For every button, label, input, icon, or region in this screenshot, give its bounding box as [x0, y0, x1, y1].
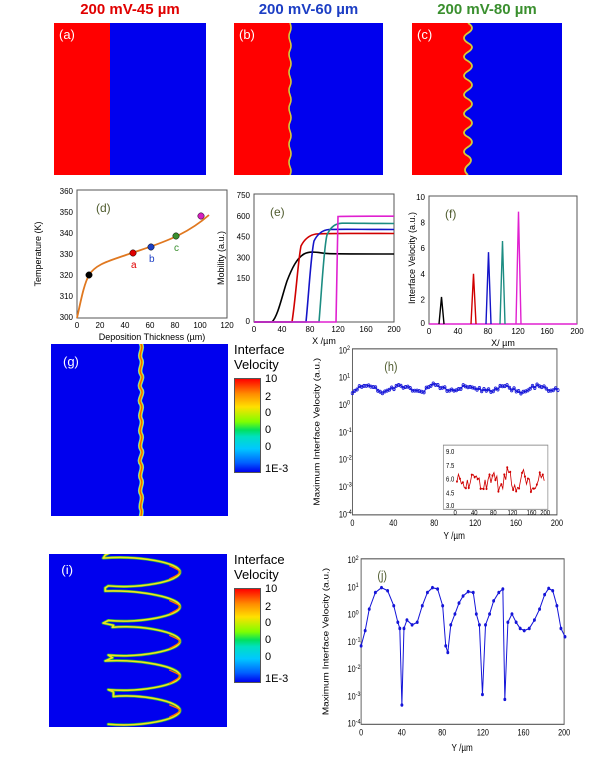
svg-text:Y /µm: Y /µm — [452, 742, 473, 753]
svg-text:10: 10 — [416, 193, 425, 202]
svg-text:120: 120 — [469, 518, 482, 528]
svg-text:200: 200 — [570, 327, 584, 336]
svg-text:80: 80 — [438, 728, 446, 738]
svg-text:-2: -2 — [356, 665, 361, 672]
svg-text:Y /µm: Y /µm — [444, 530, 465, 541]
svg-text:80: 80 — [430, 518, 439, 528]
svg-text:4: 4 — [421, 270, 426, 279]
svg-text:(b): (b) — [239, 27, 255, 42]
svg-text:100: 100 — [193, 321, 207, 330]
svg-text:120: 120 — [331, 325, 345, 334]
svg-text:0: 0 — [421, 319, 426, 328]
svg-text:(c): (c) — [417, 27, 432, 42]
svg-text:0: 0 — [427, 327, 432, 336]
svg-text:9.0: 9.0 — [446, 449, 455, 457]
svg-text:310: 310 — [60, 292, 74, 301]
svg-text:(f): (f) — [445, 207, 456, 221]
svg-text:0: 0 — [350, 518, 354, 528]
svg-text:8: 8 — [421, 219, 426, 228]
svg-text:600: 600 — [237, 212, 251, 221]
svg-text:4.5: 4.5 — [446, 490, 455, 498]
svg-text:-4: -4 — [356, 719, 361, 726]
svg-text:0: 0 — [252, 325, 257, 334]
svg-text:2: 2 — [356, 556, 360, 563]
svg-text:-4: -4 — [347, 510, 352, 517]
svg-text:b: b — [149, 254, 155, 265]
svg-text:150: 150 — [237, 274, 251, 283]
svg-text:330: 330 — [60, 250, 74, 259]
svg-text:-1: -1 — [347, 428, 352, 435]
svg-text:40: 40 — [454, 327, 463, 336]
svg-text:450: 450 — [237, 233, 251, 242]
svg-text:40: 40 — [398, 728, 406, 738]
svg-text:750: 750 — [237, 191, 251, 200]
svg-text:(h): (h) — [384, 359, 397, 374]
svg-text:c: c — [174, 243, 179, 254]
svg-text:7.5: 7.5 — [446, 462, 455, 470]
svg-text:340: 340 — [60, 229, 74, 238]
svg-text:1: 1 — [347, 373, 351, 380]
svg-text:160: 160 — [517, 728, 529, 738]
svg-text:(e): (e) — [270, 205, 285, 219]
svg-text:0: 0 — [75, 321, 80, 330]
svg-text:120: 120 — [511, 327, 525, 336]
svg-text:Temperature (K): Temperature (K) — [33, 221, 43, 286]
svg-text:160: 160 — [359, 325, 373, 334]
svg-text:-2: -2 — [347, 455, 352, 462]
svg-text:2: 2 — [347, 346, 351, 353]
svg-text:200: 200 — [558, 728, 570, 738]
svg-text:80: 80 — [484, 327, 493, 336]
svg-text:6: 6 — [421, 244, 426, 253]
svg-text:0: 0 — [347, 400, 351, 407]
svg-text:200: 200 — [551, 518, 564, 528]
svg-text:6.0: 6.0 — [446, 476, 455, 484]
svg-text:300: 300 — [60, 313, 74, 322]
svg-text:320: 320 — [60, 271, 74, 280]
svg-text:a: a — [131, 260, 137, 271]
svg-text:(d): (d) — [96, 201, 111, 215]
svg-text:20: 20 — [96, 321, 105, 330]
svg-text:40: 40 — [389, 518, 398, 528]
svg-text:0: 0 — [454, 509, 458, 517]
svg-text:(j): (j) — [377, 568, 387, 583]
svg-text:-3: -3 — [356, 692, 361, 699]
svg-text:40: 40 — [121, 321, 130, 330]
svg-text:1: 1 — [356, 583, 360, 590]
svg-text:120: 120 — [507, 509, 517, 517]
svg-text:160: 160 — [527, 509, 537, 517]
svg-text:160: 160 — [540, 327, 554, 336]
svg-text:120: 120 — [477, 728, 489, 738]
svg-text:(g): (g) — [63, 354, 79, 369]
svg-text:300: 300 — [237, 253, 251, 262]
svg-text:40: 40 — [471, 509, 478, 517]
svg-text:40: 40 — [278, 325, 287, 334]
svg-text:Mobility (a.u.): Mobility (a.u.) — [216, 231, 226, 285]
svg-text:Deposition Thickness (µm): Deposition Thickness (µm) — [99, 332, 206, 342]
svg-text:(i): (i) — [61, 564, 73, 577]
svg-text:160: 160 — [510, 518, 523, 528]
svg-text:Maximum Interface Velocity (a.: Maximum Interface Velocity (a.u.) — [321, 568, 330, 715]
svg-text:60: 60 — [146, 321, 155, 330]
svg-text:2: 2 — [421, 295, 426, 304]
svg-text:200: 200 — [540, 509, 550, 517]
svg-text:80: 80 — [306, 325, 315, 334]
svg-text:80: 80 — [171, 321, 180, 330]
svg-text:80: 80 — [490, 509, 497, 517]
svg-text:-1: -1 — [356, 637, 361, 644]
svg-text:(a): (a) — [59, 27, 75, 42]
svg-text:350: 350 — [60, 208, 74, 217]
svg-text:0: 0 — [246, 317, 251, 326]
svg-text:0: 0 — [356, 610, 360, 617]
svg-text:0: 0 — [359, 728, 363, 738]
svg-text:Maximum Interface Velocity (a.: Maximum Interface Velocity (a.u.) — [313, 358, 322, 506]
svg-text:-3: -3 — [347, 482, 352, 489]
svg-text:360: 360 — [60, 187, 74, 196]
